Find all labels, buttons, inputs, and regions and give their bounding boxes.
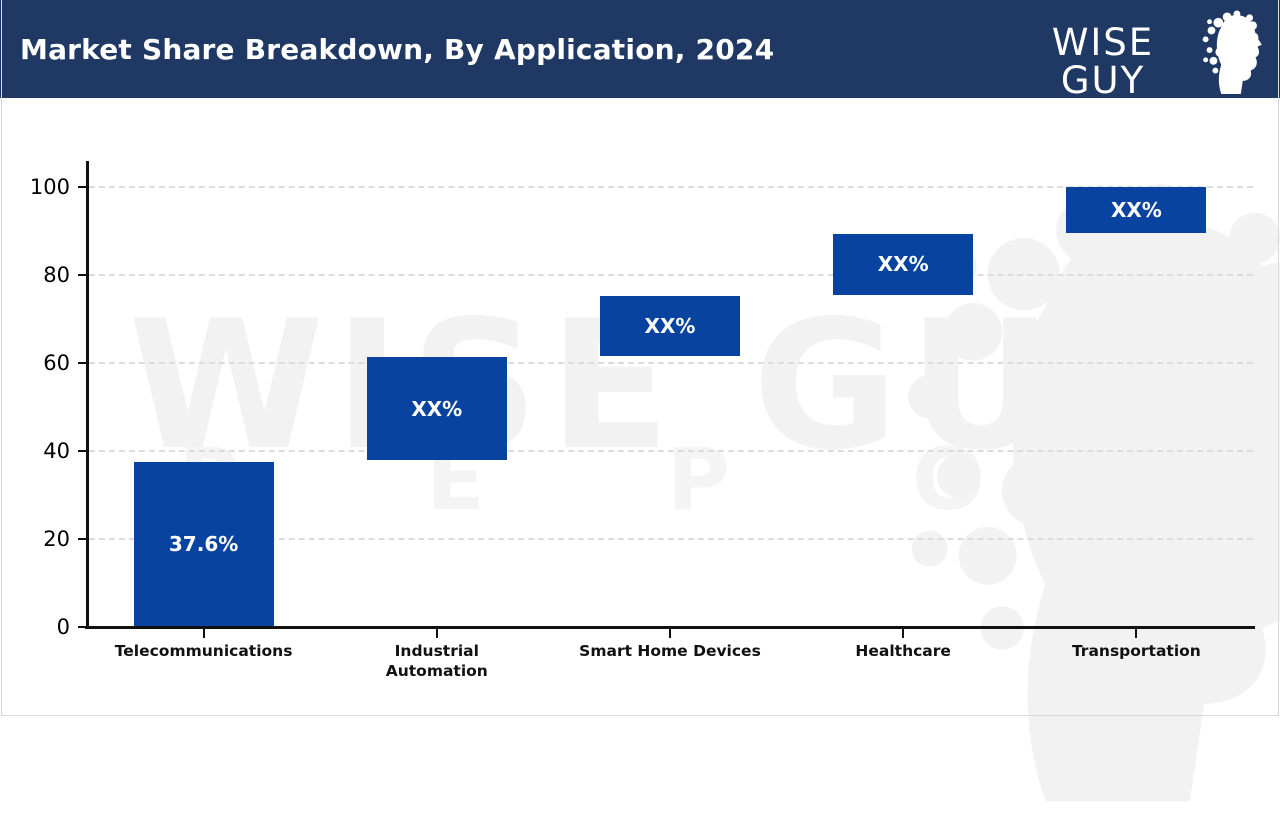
x-tick-telecommunications: [203, 629, 205, 638]
bar-value-label-healthcare: XX%: [878, 252, 929, 276]
header-bar: Market Share Breakdown, By Application, …: [0, 0, 1280, 98]
y-tick-label-80: 80: [12, 262, 70, 288]
x-label-smart-home-devices: Smart Home Devices: [560, 641, 780, 661]
y-axis: [86, 161, 89, 629]
bar-value-label-telecommunications: 37.6%: [169, 532, 238, 556]
page-title: Market Share Breakdown, By Application, …: [20, 33, 774, 66]
y-tick-label-20: 20: [12, 526, 70, 552]
x-label-telecommunications: Telecommunications: [94, 641, 314, 661]
x-label-healthcare: Healthcare: [793, 641, 1013, 661]
gridline-80: [89, 274, 1253, 276]
bar-value-label-industrial-automation: XX%: [411, 397, 462, 421]
x-label-industrial-automation: Industrial Automation: [327, 641, 547, 681]
bar-transportation: XX%: [1066, 187, 1206, 233]
bar-smart-home-devices: XX%: [600, 296, 740, 357]
x-tick-healthcare: [902, 629, 904, 638]
bar-value-label-transportation: XX%: [1111, 198, 1162, 222]
y-tick-label-60: 60: [12, 350, 70, 376]
y-tick-label-40: 40: [12, 438, 70, 464]
brand-head-icon: [1196, 10, 1270, 96]
bar-value-label-smart-home-devices: XX%: [645, 314, 696, 338]
x-tick-transportation: [1135, 629, 1137, 638]
brand-name-text: WISE GUY: [1006, 24, 1200, 100]
x-label-transportation: Transportation: [1026, 641, 1246, 661]
brand-wordmark: WISE GUY R E P O R T S: [1006, 24, 1200, 130]
x-tick-smart-home-devices: [669, 629, 671, 638]
y-tick-label-100: 100: [12, 174, 70, 200]
brand-reports-text: R E P O R T S: [1012, 102, 1200, 130]
y-tick-label-0: 0: [12, 614, 70, 640]
gridline-40: [89, 450, 1253, 452]
bar-healthcare: XX%: [833, 234, 973, 295]
x-tick-industrial-automation: [436, 629, 438, 638]
bar-telecommunications: 37.6%: [134, 462, 274, 627]
brand-logo: WISE GUY R E P O R T S: [1006, 6, 1266, 94]
gridline-60: [89, 362, 1253, 364]
bar-industrial-automation: XX%: [367, 357, 507, 460]
